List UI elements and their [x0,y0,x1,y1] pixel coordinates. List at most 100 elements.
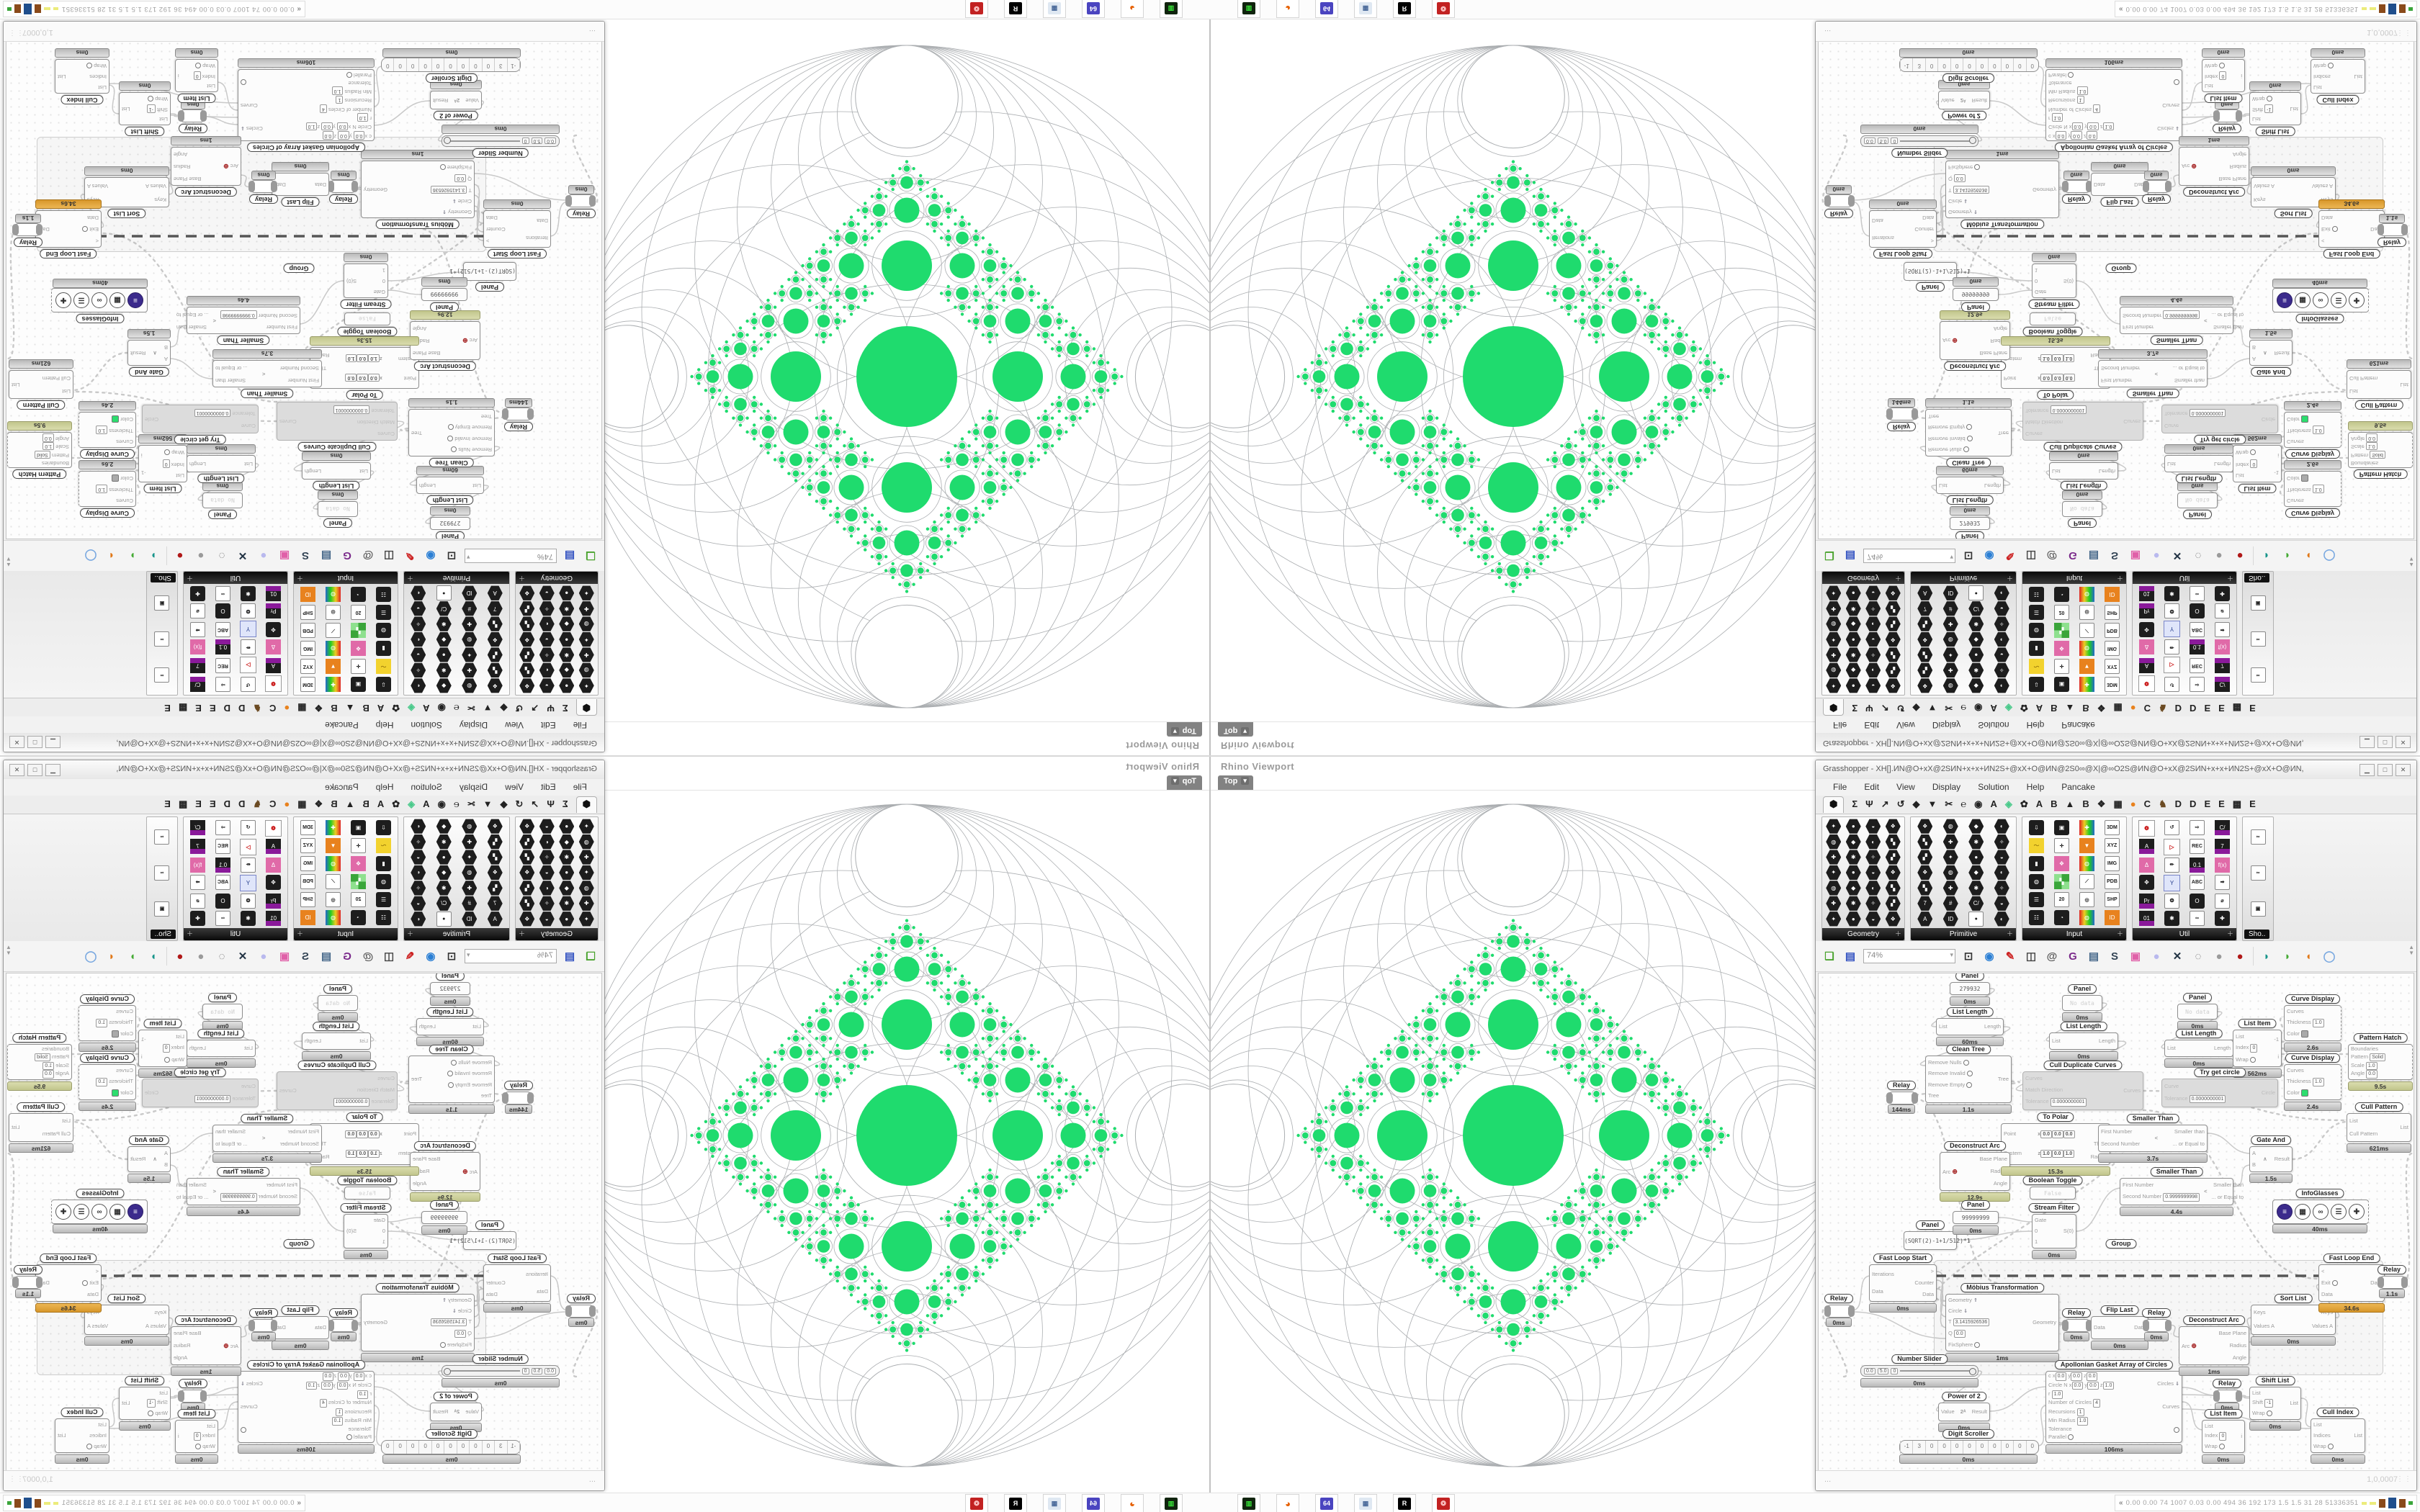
node-body[interactable]: False [344,312,390,325]
node-body[interactable]: List Cull Pattern List [2347,1113,2411,1142]
document-icon[interactable]: ▤ [321,950,332,963]
component-icon[interactable]: ⇩ [376,820,391,835]
component-icon[interactable]: ✦ [579,632,594,647]
plugin-tab-15[interactable]: ▲ [2065,703,2075,714]
component-icon[interactable]: ⌀ [2215,893,2230,909]
component-icon[interactable]: ⇨ [215,819,230,835]
floppy64-icon[interactable]: 64 [1315,0,1338,18]
plugin-tab-16[interactable]: B [331,798,338,809]
component-icon[interactable]: ✥ [266,874,281,890]
node-body[interactable]: Arc ⊕ Base Plane Radius Angle [1940,321,2010,360]
component-icon[interactable]: ◒ [411,647,426,662]
chevron-down-icon[interactable]: ▾ [1241,727,1249,735]
component-icon[interactable]: ◍ [1942,865,1958,881]
node-body[interactable] [179,109,205,122]
ellipse-blue-icon[interactable]: ◯ [84,549,97,562]
node-body[interactable] [2062,1319,2092,1332]
node-body[interactable]: List Index 0 Wrap -1 i [2233,445,2282,482]
component-icon[interactable]: ◒ [539,912,555,927]
preview-wireframe-icon[interactable]: ◌ [218,950,225,963]
component-palette[interactable]: ✦ ● ◒ ❖ ◍ ◆ ◐ ▚ ✚ ✱ ✧ ▞ ✦ ● ◒ ❖ ◍ ◆ ◐ ▚ ✚ ✱ ✧ ▞ ✦ ● ◒ ❖ Geometry ＋ ❖ ◍ ◆… [4,571,604,698]
minimize-button[interactable]: ▁ [45,764,60,776]
node-body[interactable] [2144,180,2170,193]
firefox-icon[interactable]: ◕ [1276,1494,1299,1512]
pin-green-icon[interactable]: ◗ [2284,549,2291,562]
rotate-view-icon[interactable]: ◫ [2025,549,2037,562]
component-icon[interactable]: PDB [300,623,315,638]
pin-teal-icon[interactable]: ◗ [2263,950,2270,963]
menu-item-display[interactable]: Display [459,720,488,730]
component-icon[interactable]: O [2190,603,2205,619]
component-icon[interactable]: ∞ [2250,631,2266,647]
firefox-icon[interactable]: ◕ [1121,1494,1144,1512]
component-icon[interactable]: ⇩ [376,677,391,692]
red-badge-icon[interactable]: ❂ [1432,0,1455,18]
component-icon[interactable]: ▞ [1886,601,1901,616]
close-button[interactable]: ✕ [9,736,24,748]
node-body[interactable] [250,180,276,193]
component-icon[interactable]: 0.1 [2190,639,2205,655]
component-icon[interactable]: ✦ [579,585,594,600]
component-icon[interactable]: ● [1968,647,1984,662]
calculator-icon[interactable]: ▦ [1043,1494,1066,1512]
plugin-tab-25[interactable]: E [195,703,202,714]
component-icon[interactable]: PDB [2105,874,2120,889]
component-icon[interactable]: ▞ [519,601,534,616]
component-icon[interactable]: ✱ [1845,896,1861,911]
component-icon[interactable]: ▮ [2029,856,2044,871]
component-icon[interactable]: ⟋ [2079,623,2094,638]
plugin-tab-10[interactable]: A [423,798,430,809]
chevron-down-icon[interactable]: ▾ [1171,777,1179,785]
node-body[interactable]: List Index 0 Wrap -1 i [2233,1030,2282,1067]
component-icon[interactable]: ∞ [154,865,170,881]
menu-item-view[interactable]: View [1896,782,1915,792]
surprise-box-icon[interactable]: ▣ [2130,549,2141,562]
component-icon[interactable]: ❖ [488,678,503,693]
component-icon[interactable]: ❂ [2164,603,2179,619]
component-icon[interactable]: ◍ [2079,641,2094,656]
node-body[interactable]: (SQRT(2)-1+1/512)*1 [449,262,516,281]
component-icon[interactable]: ◒ [1994,850,2009,865]
viewport-tab-top[interactable]: Top ▾ [1167,721,1202,737]
viewport-tab-top[interactable]: Top ▾ [1218,721,1253,737]
node-body[interactable]: Boundaries Pattern Solid Scale 1.0 Angle 0.… [2348,432,2413,468]
component-icon[interactable]: ◔ [351,587,366,602]
component-icon[interactable]: ◍ [579,662,594,678]
component-icon[interactable]: ◆ [1845,881,1861,896]
plugin-tab-11[interactable]: ◈ [408,703,416,714]
component-icon[interactable]: IMG [2105,856,2120,871]
component-icon[interactable]: ● [559,585,574,600]
component-icon[interactable]: ◆ [559,662,574,678]
plugin-tab-21[interactable]: ♞ [253,798,261,809]
component-icon[interactable]: ❖ [519,632,534,647]
component-icon[interactable]: ● [1968,850,1984,865]
component-icon[interactable]: 〜 [376,659,391,674]
component-icon[interactable]: 7 [488,896,503,911]
component-icon[interactable]: ❖ [1886,585,1901,600]
plugin-tab-6[interactable]: ▼ [1927,703,1937,714]
plugin-tab-18[interactable]: ▦ [2113,703,2123,714]
plugin-tab-9[interactable]: ◉ [1974,798,1983,809]
component-icon[interactable]: ✚ [462,834,477,850]
component-icon[interactable]: ◒ [1865,912,1881,927]
plugin-tab-10[interactable]: A [1990,798,1997,809]
preview-eye-icon[interactable]: ◉ [1984,549,1994,562]
plugin-tab-25[interactable]: E [2218,703,2225,714]
plugin-tab-12[interactable]: ✿ [392,798,400,809]
component-icon[interactable]: ◐ [539,662,555,678]
node-body[interactable]: Remove Nulls Remove Invalid Remove Empty… [1925,1056,2012,1103]
plugin-tab-26[interactable]: ▩ [178,703,188,714]
component-icon[interactable]: ☰ [2029,892,2044,907]
component-icon[interactable]: f(x) [2215,639,2230,655]
component-icon[interactable]: 01 [2139,910,2154,926]
node-body[interactable] [567,194,594,207]
component-icon[interactable]: ◍ [326,910,341,925]
component-icon[interactable]: ✱ [1846,601,1861,616]
component-icon[interactable]: REC [2190,838,2205,854]
chevron-icon[interactable]: « [2119,1499,2123,1507]
component-icon[interactable]: ◍ [2029,874,2044,889]
node-body[interactable]: Iterations Data > Counter Data [1869,1264,1937,1302]
component-icon[interactable]: ✧ [411,662,426,678]
preview-custom-icon[interactable]: ● [2236,950,2244,963]
component-icon[interactable]: ● [1845,912,1861,927]
